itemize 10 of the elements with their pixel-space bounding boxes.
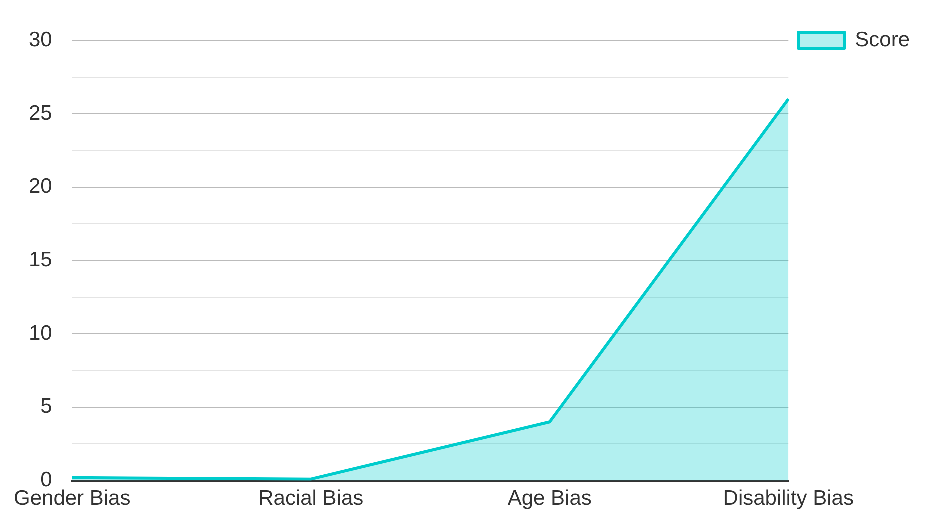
x-tick-label: Disability Bias [723, 487, 854, 510]
y-tick-label: 15 [29, 248, 52, 272]
y-tick-label: 5 [40, 395, 52, 418]
y-tick-label: 25 [29, 102, 52, 125]
x-tick-label: Age Bias [508, 487, 592, 510]
legend-label: Score [855, 28, 910, 52]
y-tick-label: 10 [29, 322, 52, 345]
y-tick-label: 20 [29, 175, 52, 198]
x-tick-label: Racial Bias [258, 487, 364, 510]
y-tick-label: 30 [29, 28, 52, 52]
